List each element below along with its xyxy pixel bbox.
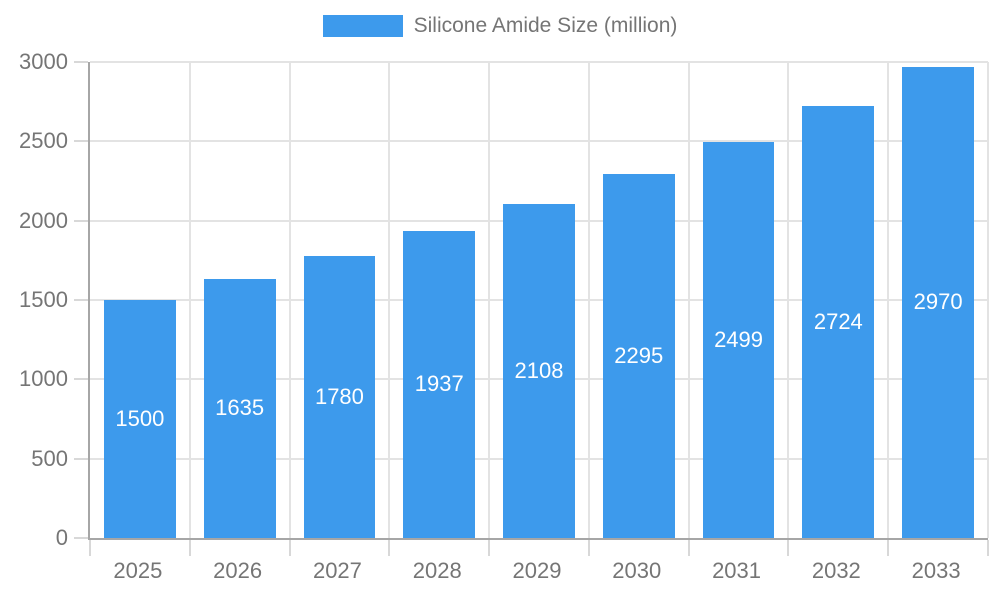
y-tick-mark [74,537,88,539]
x-axis-label: 2026 [213,558,263,583]
y-axis-label: 3000 [19,49,68,74]
bar[interactable]: 1937 [403,230,476,538]
v-gridline [987,62,989,538]
x-axis-label: 2033 [911,558,961,583]
y-axis-label: 500 [31,445,68,471]
bar-value-label: 1500 [115,406,165,431]
bar[interactable]: 2724 [802,105,875,538]
h-gridline [90,140,988,143]
legend-label[interactable]: Silicone Amide Size (million) [413,14,678,37]
x-axis-label: 2028 [412,558,462,583]
x-tick-mark [488,540,491,556]
bar[interactable]: 2499 [702,141,775,538]
bar[interactable]: 2108 [503,203,575,538]
x-axis-label: 2032 [811,558,861,583]
x-tick-mark [388,540,391,556]
y-tick-mark [74,61,88,63]
bar-value-label: 2108 [514,357,564,383]
v-gridline [687,62,690,538]
x-tick-mark [288,540,291,556]
v-gridline [388,62,391,538]
bar-value-label: 2970 [913,289,963,315]
bar[interactable]: 1780 [303,255,376,538]
x-tick-mark [987,540,989,556]
x-axis-label: 2031 [712,558,762,583]
bar-value-label: 1635 [215,395,265,421]
y-tick-mark [74,378,88,381]
x-axis-label: 2029 [512,558,562,583]
x-tick-mark [787,540,790,556]
legend[interactable]: Silicone Amide Size (million) [0,14,1000,38]
x-tick-mark [687,540,690,556]
bar-value-label: 1937 [414,371,464,397]
v-gridline [787,62,790,538]
y-tick-mark [74,219,88,222]
x-axis-label: 2027 [312,558,362,583]
y-tick-mark [74,457,88,460]
bar[interactable]: 1500 [103,300,176,538]
y-tick-mark [74,140,88,143]
bar-value-label: 2499 [714,326,764,352]
x-axis-label: 2025 [113,558,163,583]
legend-swatch[interactable] [322,15,403,37]
y-axis-label: 2500 [19,128,68,154]
y-tick-mark [74,299,88,301]
v-gridline [488,62,491,538]
bar[interactable]: 2970 [902,66,975,538]
y-axis-label: 2000 [19,207,68,233]
y-axis-label: 1000 [19,366,68,392]
v-gridline [587,62,590,538]
v-gridline [887,62,890,538]
y-axis-label: 0 [55,525,68,550]
y-axis: 0 500 1000 1500 2000 2500 3000 [0,49,68,550]
bar-value-label: 2724 [813,308,863,334]
x-tick-mark [188,540,191,556]
x-axis-label: 2030 [612,558,662,583]
y-axis-label: 1500 [19,287,68,312]
x-tick-mark [587,540,590,556]
bar[interactable]: 2295 [602,173,675,538]
x-axis: 2025 2026 2027 2028 2029 2030 2031 2032 2033 [88,556,986,586]
x-tick-mark [89,540,91,556]
plot-area: 1500 1635 1780 1937 2108 2295 2499 2724 2970 [74,61,989,556]
v-gridline [188,62,191,538]
bar[interactable]: 1635 [203,278,276,538]
bar-value-label: 2295 [614,342,664,368]
h-gridline [90,61,988,63]
x-tick-mark [887,540,890,556]
v-gridline [288,62,291,538]
bar-value-label: 1780 [314,383,364,409]
